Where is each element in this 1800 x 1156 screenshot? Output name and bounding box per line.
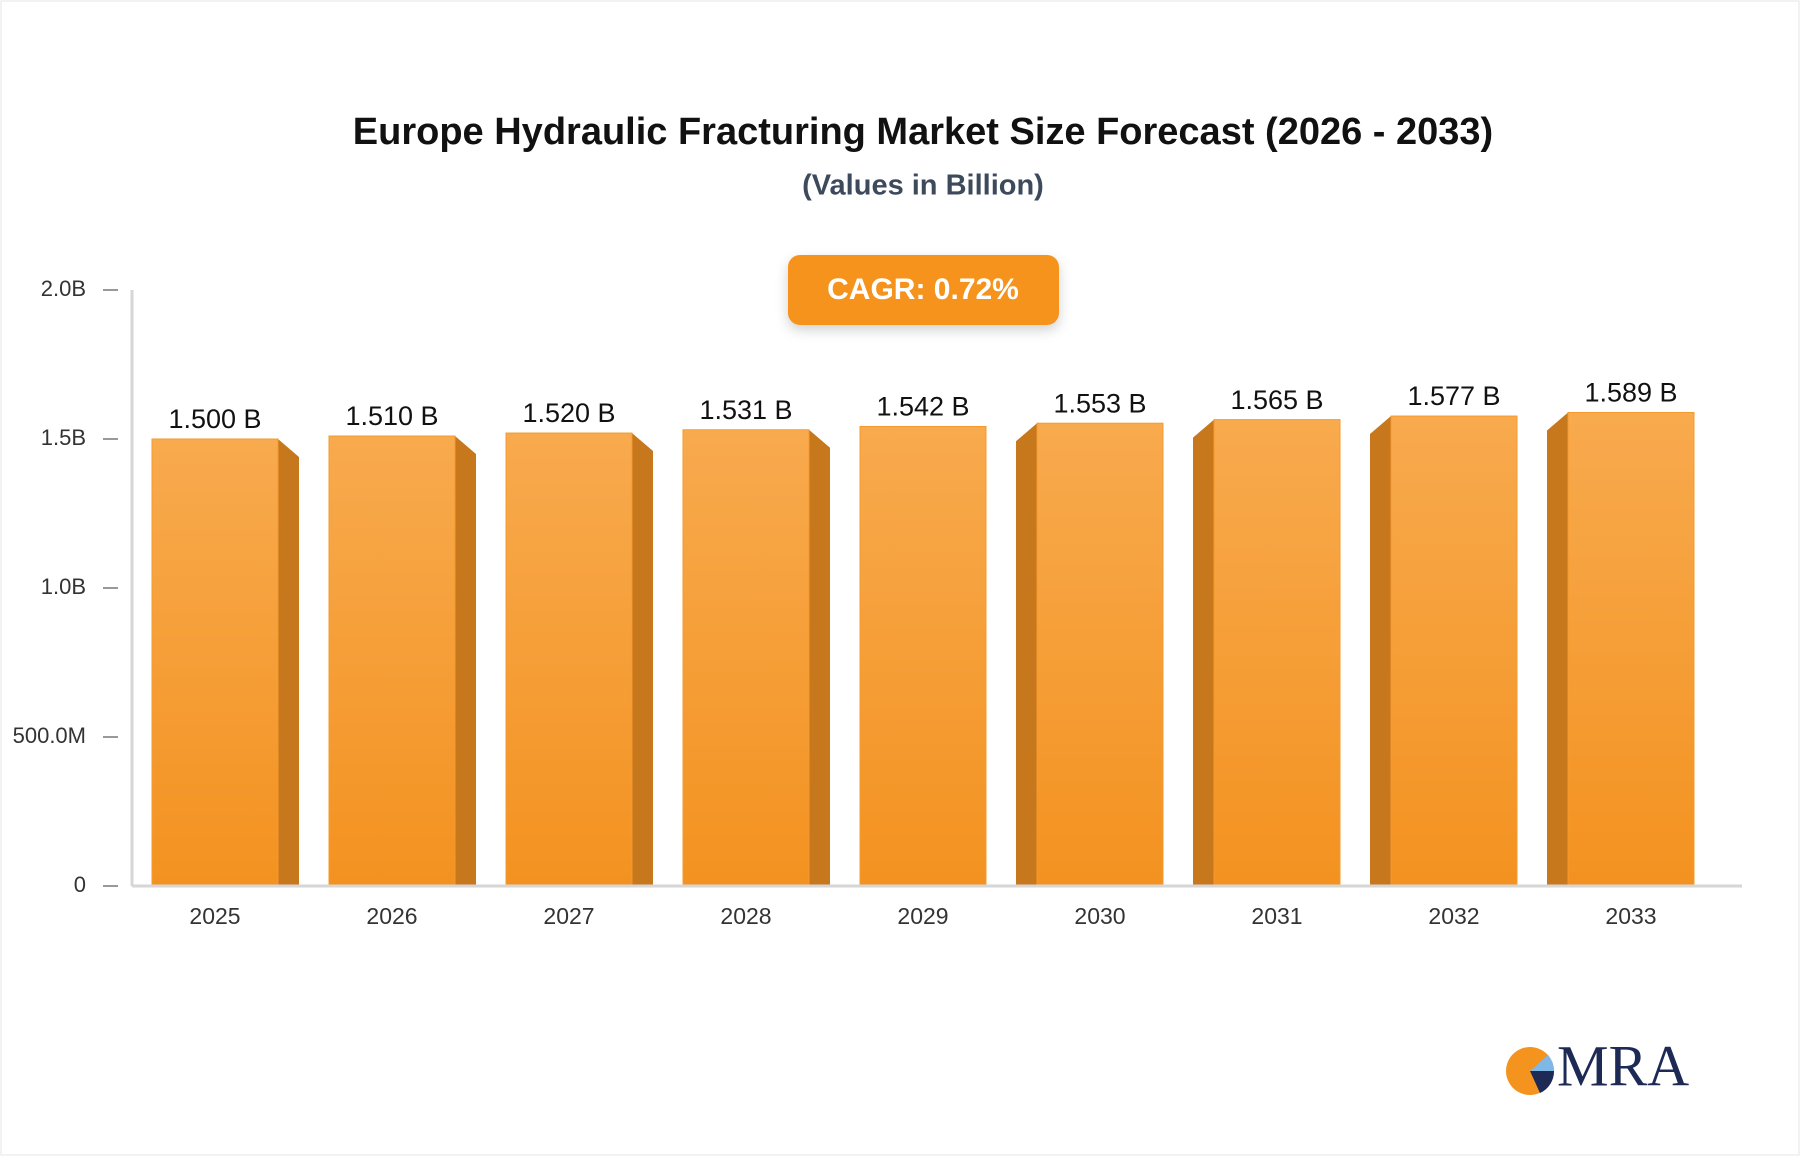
value-label: 1.520 B	[522, 398, 615, 428]
bar-side	[1016, 423, 1037, 886]
bar	[1567, 411, 1695, 887]
value-label: 1.565 B	[1230, 385, 1323, 415]
y-tick-label: 0	[74, 872, 86, 897]
value-label: 1.510 B	[345, 401, 438, 431]
bar-side	[1547, 412, 1568, 886]
value-label: 1.542 B	[876, 392, 969, 422]
logo-slice	[1530, 1071, 1555, 1093]
bar	[328, 435, 456, 887]
bar	[505, 432, 633, 887]
logo-text: MRA	[1557, 1033, 1689, 1098]
chart-subtitle: (Values in Billion)	[802, 170, 1044, 202]
bar	[682, 429, 810, 887]
value-label: 1.531 B	[699, 395, 792, 425]
value-label: 1.500 B	[168, 404, 261, 434]
bar-side	[455, 436, 476, 886]
x-tick-label: 2029	[897, 903, 948, 929]
bar	[151, 438, 279, 887]
value-label: 1.577 B	[1407, 381, 1500, 411]
logo-slice	[1530, 1055, 1555, 1071]
value-label: 1.553 B	[1053, 388, 1146, 418]
x-tick-label: 2027	[543, 903, 594, 929]
x-tick-label: 2028	[720, 903, 771, 929]
x-tick-label: 2032	[1428, 903, 1479, 929]
y-tick-label: 2.0B	[41, 276, 86, 301]
cagr-badge	[788, 255, 1059, 325]
x-tick-label: 2030	[1074, 903, 1125, 929]
bar-side	[1370, 416, 1391, 886]
bar	[859, 425, 987, 887]
y-tick-label: 500.0M	[13, 723, 86, 748]
logo: MRA	[1506, 1033, 1689, 1098]
x-tick-label: 2031	[1251, 903, 1302, 929]
bar-side	[278, 439, 299, 886]
x-tick-label: 2025	[189, 903, 240, 929]
value-label: 1.589 B	[1584, 378, 1677, 408]
bar	[1036, 422, 1164, 887]
bar	[1390, 415, 1518, 887]
y-tick-label: 1.0B	[41, 574, 86, 599]
bar-side	[1193, 419, 1214, 886]
x-tick-label: 2033	[1605, 903, 1656, 929]
x-tick-label: 2026	[366, 903, 417, 929]
bar-side	[809, 429, 830, 886]
bar	[1213, 419, 1341, 887]
cagr-text: CAGR: 0.72%	[827, 273, 1019, 306]
y-tick-label: 1.5B	[41, 425, 86, 450]
bar-side	[632, 433, 653, 886]
chart-title: Europe Hydraulic Fracturing Market Size …	[353, 111, 1493, 153]
